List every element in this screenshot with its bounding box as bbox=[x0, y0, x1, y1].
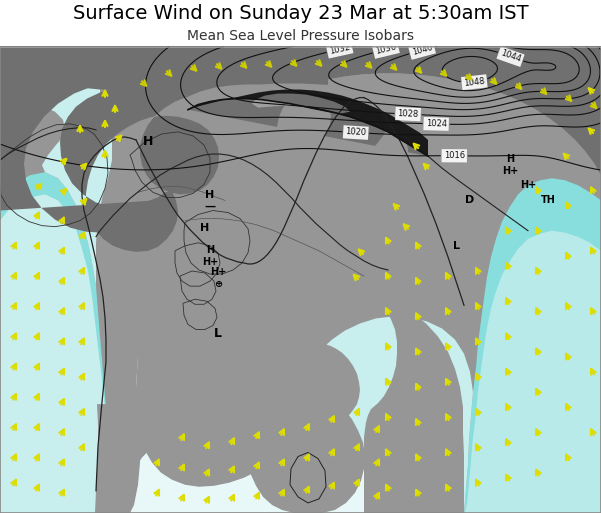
Polygon shape bbox=[188, 90, 428, 156]
Text: L: L bbox=[214, 327, 222, 340]
Text: 1040: 1040 bbox=[411, 43, 433, 57]
Text: 1024: 1024 bbox=[426, 119, 447, 129]
Text: H: H bbox=[200, 223, 210, 233]
Text: H
H+: H H+ bbox=[502, 154, 518, 176]
Text: Mean Sea Level Pressure Isobars: Mean Sea Level Pressure Isobars bbox=[187, 29, 414, 43]
Polygon shape bbox=[0, 194, 106, 513]
Polygon shape bbox=[0, 46, 601, 513]
Text: Surface Wind on Sunday 23 Mar at 5:30am IST: Surface Wind on Sunday 23 Mar at 5:30am … bbox=[73, 4, 528, 24]
Polygon shape bbox=[0, 46, 601, 175]
Polygon shape bbox=[0, 46, 280, 252]
Polygon shape bbox=[290, 452, 326, 503]
Text: H: H bbox=[143, 135, 153, 148]
Polygon shape bbox=[0, 362, 601, 513]
Text: 1036: 1036 bbox=[374, 43, 397, 56]
Text: L: L bbox=[453, 241, 460, 251]
Text: TH: TH bbox=[540, 195, 555, 205]
Text: H
H+: H H+ bbox=[202, 245, 218, 267]
Text: 1020: 1020 bbox=[345, 127, 367, 137]
Text: 1032: 1032 bbox=[328, 43, 351, 56]
Polygon shape bbox=[95, 317, 473, 513]
Text: 1044: 1044 bbox=[499, 49, 522, 64]
Text: H+
⊕: H+ ⊕ bbox=[210, 267, 226, 289]
Polygon shape bbox=[0, 46, 601, 513]
Polygon shape bbox=[130, 342, 370, 513]
Polygon shape bbox=[464, 231, 601, 513]
Polygon shape bbox=[95, 162, 464, 513]
Text: H
—: H — bbox=[204, 190, 216, 211]
Text: D: D bbox=[465, 195, 475, 205]
Polygon shape bbox=[252, 93, 350, 114]
Polygon shape bbox=[390, 178, 601, 513]
Text: 1028: 1028 bbox=[397, 109, 419, 119]
Text: H+: H+ bbox=[520, 180, 536, 190]
Polygon shape bbox=[0, 172, 106, 513]
Text: 1016: 1016 bbox=[444, 151, 465, 161]
Polygon shape bbox=[188, 73, 601, 513]
Text: 1048: 1048 bbox=[463, 76, 486, 88]
Polygon shape bbox=[0, 46, 112, 286]
